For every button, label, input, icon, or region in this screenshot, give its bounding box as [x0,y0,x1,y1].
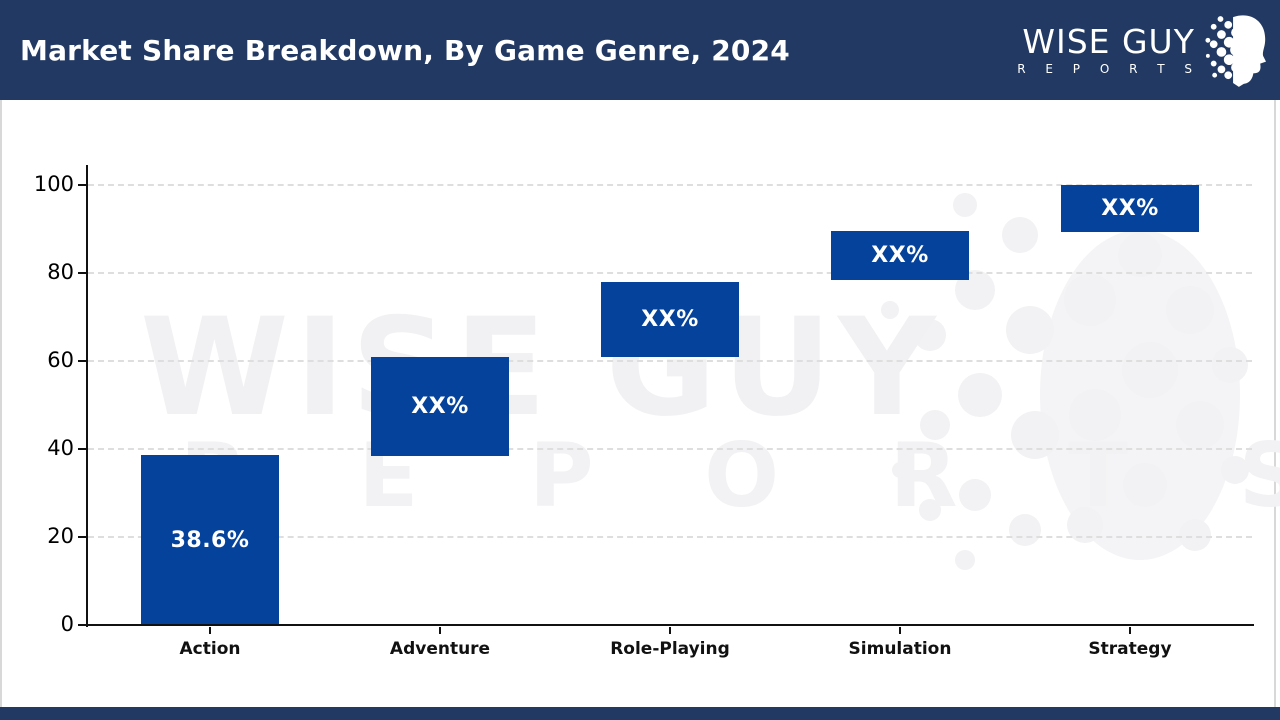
y-axis-tick [78,360,86,362]
y-axis-tick-label: 80 [47,260,74,284]
x-axis-tick [1129,627,1131,634]
x-axis-category-label: Adventure [389,639,491,659]
x-axis-category-label: Action [179,639,241,659]
bar-role-playing: XX% [601,281,739,357]
x-axis-tick [439,627,441,634]
bar-value-label: 38.6% [170,527,250,553]
logo-subtext: R E P O R T S [1017,61,1200,76]
y-axis-tick-label: 100 [33,172,74,196]
gridline [88,272,1252,274]
gridline [88,184,1252,186]
bar-adventure: XX% [371,356,509,456]
bar-value-label: XX% [411,393,469,419]
page-title: Market Share Breakdown, By Game Genre, 2… [20,33,790,67]
brand-logo: WISE GUY R E P O R T S [1017,8,1266,92]
gridline [88,360,1252,362]
logo-face-icon [1205,15,1266,87]
right-frame-line [1274,100,1276,707]
x-axis-category-label: Simulation [848,639,952,659]
x-axis-tick [669,627,671,634]
bar-value-label: XX% [641,306,699,332]
logo-wordmark: WISE GUY [1022,21,1195,61]
left-frame-line [0,100,2,707]
x-axis-category-label: Strategy [1088,639,1172,659]
y-axis-tick [78,184,86,186]
bar-value-label: XX% [1101,196,1159,222]
y-axis-tick-label: 0 [60,612,74,636]
footer-bar [0,707,1280,720]
y-axis-tick-label: 60 [47,348,74,372]
x-axis-tick [209,627,211,634]
bar-action: 38.6% [141,455,279,625]
gridline [88,536,1252,538]
header-bar: Market Share Breakdown, By Game Genre, 2… [0,0,1280,100]
y-axis-tick [78,448,86,450]
gridline [88,448,1252,450]
y-axis-tick-label: 20 [47,524,74,548]
bar-simulation: XX% [831,231,969,280]
y-axis-tick [78,536,86,538]
logo-wordmark-block: WISE GUY R E P O R T S [1017,25,1200,76]
y-axis-tick [78,272,86,274]
x-axis [86,624,1254,626]
y-axis-tick [78,624,86,626]
x-axis-tick [899,627,901,634]
x-axis-category-label: Role-Playing [610,639,730,659]
y-axis-tick-label: 40 [47,436,74,460]
y-axis [86,165,88,627]
